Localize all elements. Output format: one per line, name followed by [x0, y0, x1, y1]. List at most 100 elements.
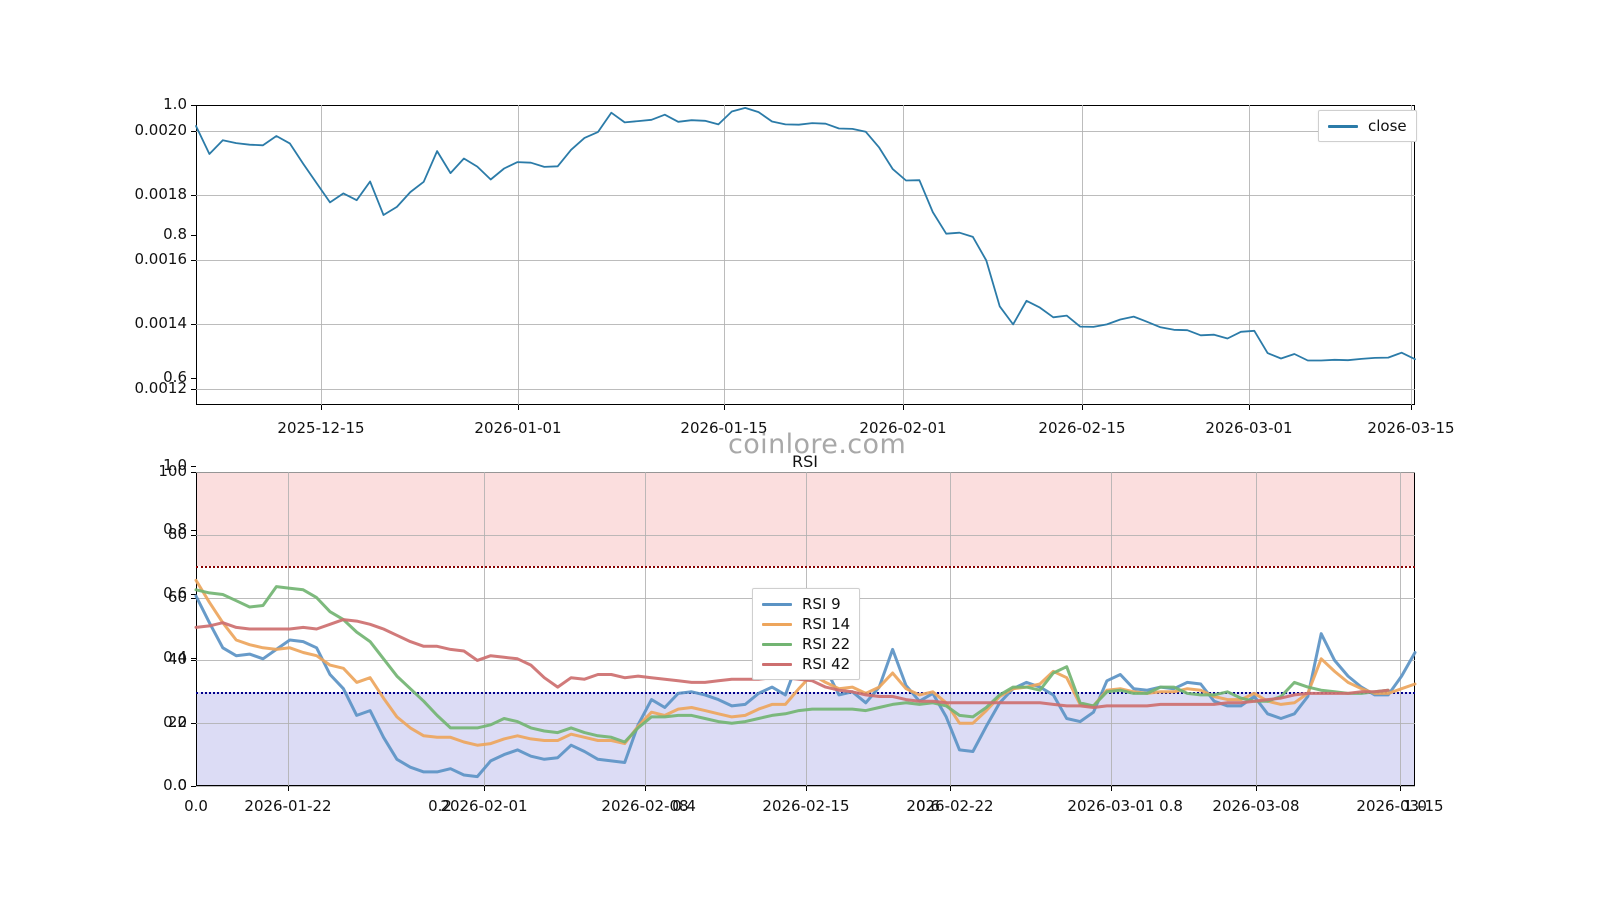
price-gridline-h	[196, 260, 1415, 261]
price-x-tick-mark	[518, 405, 520, 410]
rsi-gridline-h	[196, 472, 1415, 473]
price-chart-panel: 0.0012 0.0014 0.0016 0.0018 0.0020 0.6 0.8 1.0…	[134, 95, 1455, 437]
price-gridline-v	[1082, 105, 1083, 405]
rsi-shaded-band	[196, 691, 1415, 786]
rsi-legend-item[interactable]: RSI 22	[762, 634, 850, 654]
rsi-legend-swatch	[762, 602, 792, 606]
rsi-x-tick-mark	[288, 786, 290, 791]
rsi-x-tick-label: 2026-02-08	[601, 797, 689, 815]
rsi-secondary-x-tick-label: 0.0	[184, 797, 208, 815]
rsi-legend-label: RSI 42	[802, 655, 851, 673]
rsi-x-tick-mark	[484, 786, 486, 791]
price-legend-swatch	[1328, 124, 1358, 128]
rsi-x-tick-label: 2026-01-22	[244, 797, 332, 815]
rsi-x-tick-mark	[645, 786, 647, 791]
rsi-y-tick-label: 60	[167, 587, 187, 606]
rsi-x-tick-mark	[1111, 786, 1113, 791]
price-legend-item[interactable]: close	[1328, 116, 1407, 136]
rsi-x-tick-label: 2026-02-15	[762, 797, 850, 815]
rsi-y-tick-mark	[191, 535, 196, 537]
rsi-legend-label: RSI 9	[802, 595, 841, 613]
rsi-legend-label: RSI 14	[802, 615, 851, 633]
rsi-x-tick-mark	[1256, 786, 1258, 791]
price-x-tick-mark	[724, 405, 726, 410]
price-y-tick-mark	[191, 195, 196, 197]
price-gridline-v	[1411, 105, 1412, 405]
price-gridline-v	[903, 105, 904, 405]
price-x-tick-mark	[321, 405, 323, 410]
rsi-legend-item[interactable]: RSI 9	[762, 594, 850, 614]
rsi-legend-swatch	[762, 642, 792, 646]
price-legend[interactable]: close	[1318, 110, 1417, 142]
rsi-legend-swatch	[762, 662, 792, 666]
rsi-secondary-y-tick-mark	[191, 466, 196, 468]
price-gridline-v	[518, 105, 519, 405]
price-x-tick-mark	[1411, 405, 1413, 410]
price-secondary-y-tick-mark	[191, 378, 196, 380]
rsi-x-tick-label: 2026-03-08	[1212, 797, 1300, 815]
rsi-secondary-y-tick-label: 0.2	[163, 713, 187, 731]
price-gridline-v	[1249, 105, 1250, 405]
price-x-tick-mark	[1249, 405, 1251, 410]
price-y-tick-label: 0.0018	[134, 185, 188, 204]
rsi-secondary-y-tick-mark	[191, 658, 196, 660]
rsi-gridline-h	[196, 535, 1415, 536]
price-series-close	[195, 107, 1416, 362]
price-secondary-y-tick-mark	[191, 235, 196, 237]
rsi-legend[interactable]: RSI 9 RSI 14 RSI 22 RSI 42	[752, 588, 861, 680]
rsi-threshold-line	[196, 566, 1415, 568]
price-line-close	[195, 107, 1416, 362]
price-secondary-y-tick-mark	[191, 105, 196, 107]
rsi-x-tick-label: 2026-02-01	[440, 797, 528, 815]
rsi-secondary-y-tick-mark	[191, 530, 196, 532]
price-gridline-h	[196, 389, 1415, 390]
rsi-legend-item[interactable]: RSI 14	[762, 614, 850, 634]
price-y-tick-mark	[191, 260, 196, 262]
price-y-tick-label: 0.0020	[134, 120, 188, 139]
rsi-y-tick-mark	[191, 660, 196, 662]
price-y-tick-mark	[191, 389, 196, 391]
rsi-secondary-y-tick-label: 0.8	[163, 520, 187, 538]
rsi-gridline-v	[950, 472, 951, 786]
price-x-tick-mark	[1082, 405, 1084, 410]
price-gridline-v	[724, 105, 725, 405]
rsi-secondary-x-tick-label: 0.4	[672, 797, 696, 815]
rsi-secondary-y-tick-mark	[191, 723, 196, 725]
rsi-secondary-y-tick-label: 0.0	[163, 776, 187, 794]
rsi-y-tick-label: 100	[158, 462, 187, 480]
rsi-secondary-x-tick-label: 0.2	[428, 797, 452, 815]
rsi-x-tick-mark	[1400, 786, 1402, 791]
rsi-secondary-y-tick-mark	[191, 594, 196, 596]
price-gridline-h	[196, 324, 1415, 325]
price-secondary-y-tick-label: 0.8	[163, 225, 187, 243]
rsi-secondary-y-tick-label: 0.4	[163, 648, 187, 666]
watermark-coinlore: coinlore.com	[728, 429, 907, 460]
price-y-tick-mark	[191, 324, 196, 326]
price-x-tick-label: 2026-01-01	[474, 419, 562, 437]
rsi-secondary-y-tick-mark	[191, 786, 196, 788]
price-x-tick-label: 2026-02-15	[1038, 419, 1126, 437]
rsi-gridline-h	[196, 786, 1415, 787]
rsi-gridline-v	[1400, 472, 1401, 786]
rsi-y-tick-label: 40	[167, 650, 187, 669]
price-y-tick-label: 0.0014	[134, 314, 188, 333]
price-x-tick-label: 2026-03-01	[1205, 419, 1293, 437]
rsi-legend-item[interactable]: RSI 42	[762, 654, 850, 674]
rsi-y-tick-mark	[191, 472, 196, 474]
rsi-gridline-h	[196, 723, 1415, 724]
rsi-y-tick-label: 0	[177, 776, 187, 794]
price-legend-label: close	[1368, 117, 1407, 135]
price-gridline-v	[321, 105, 322, 405]
price-y-tick-label: 0.0016	[134, 249, 188, 268]
rsi-secondary-x-tick-label: 0.6	[916, 797, 940, 815]
price-x-tick-mark	[903, 405, 905, 410]
rsi-x-tick-label: 2026-02-22	[906, 797, 994, 815]
price-y-tick-label: 0.0012	[134, 378, 188, 397]
rsi-x-tick-label: 2026-03-15	[1356, 797, 1444, 815]
rsi-secondary-x-tick-label: 0.8	[1159, 797, 1183, 815]
rsi-gridline-v	[645, 472, 646, 786]
rsi-x-tick-mark	[950, 786, 952, 791]
